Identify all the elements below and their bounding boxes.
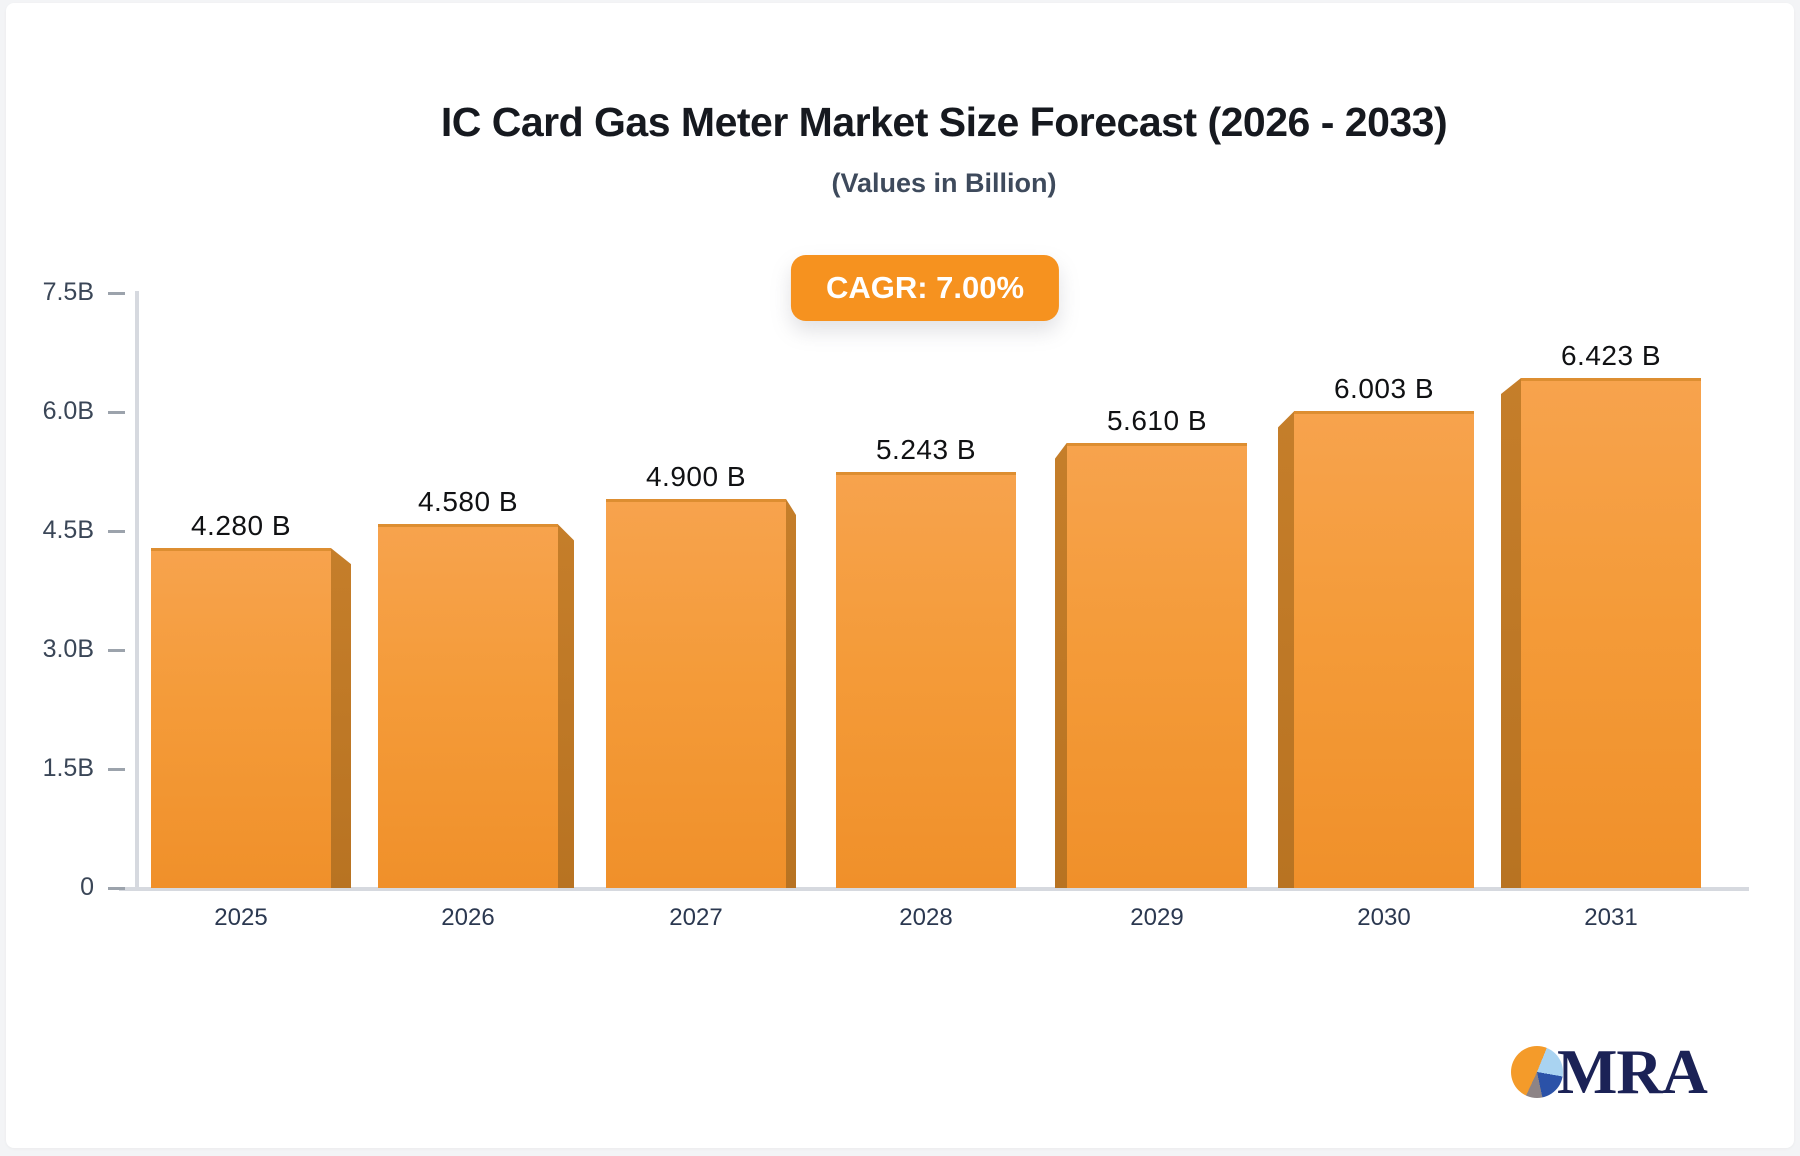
y-tick-mark [108,767,125,771]
bar-face [836,471,1016,888]
x-axis-label: 2025 [214,904,268,931]
x-axis-label: 2030 [1357,904,1411,931]
bar-side [558,524,574,888]
bar-face [1521,378,1701,888]
bar-2030 [1278,411,1474,888]
bar-2029 [1055,442,1247,888]
bar-side [1278,411,1294,888]
x-axis-line [119,887,1749,891]
logo: MRA [1511,1036,1708,1107]
bar-face [378,524,558,888]
bar-value-label: 4.900 B [645,460,747,492]
x-axis-label: 2028 [899,904,953,931]
bar-side [1501,378,1521,888]
cagr-badge: CAGR: 7.00% [790,255,1060,321]
logo-text: MRA [1557,1036,1708,1107]
plot-area: 7.5B 6.0B 4.5B 3.0B 1.5B 0 4.280 B 4.580 B 4.90… [6,3,1794,1148]
y-tick-label: 0 [80,873,94,901]
bar-value-label: 5.610 B [1106,404,1208,436]
x-axis-label: 2029 [1130,904,1184,931]
y-tick-mark [108,648,125,652]
bar-2026 [378,524,574,888]
y-tick-label: 6.0B [42,396,94,425]
y-tick-label: 3.0B [42,634,94,663]
bar-face [151,548,331,888]
bar-face [1067,442,1247,888]
bar-2027 [606,498,796,888]
bar-value-label: 6.423 B [1560,340,1662,371]
bar-side [331,548,351,888]
y-tick-mark [108,291,125,295]
bar-value-label: 6.003 B [1333,373,1435,405]
chart-header: IC Card Gas Meter Market Size Forecast (… [139,99,1749,199]
pie-chart-logo-icon [1511,1046,1563,1098]
bar-2031 [1501,378,1701,888]
x-axis-label: 2031 [1584,904,1638,931]
bar-value-label: 4.580 B [417,486,519,518]
chart-title: IC Card Gas Meter Market Size Forecast (… [440,99,1448,145]
chart-subtitle: (Values in Billion) [831,168,1057,199]
bar-face [1294,411,1474,888]
x-axis-label: 2026 [441,904,495,931]
bar-side [786,498,796,888]
bar-value-label: 4.280 B [190,510,292,542]
y-tick-label: 7.5B [42,277,94,306]
y-tick-mark [108,887,125,890]
y-tick-mark [108,529,125,533]
x-axis-label: 2027 [669,904,723,931]
chart-card: IC Card Gas Meter Market Size Forecast (… [6,3,1794,1148]
y-tick-mark [108,410,125,414]
bar-side [1055,442,1067,888]
bar-2028 [836,471,1016,888]
y-axis-line [135,291,139,888]
bar-face [606,498,786,888]
y-tick-label: 1.5B [42,753,94,782]
y-tick-label: 4.5B [42,515,94,544]
bar-value-label: 5.243 B [875,433,977,465]
bar-2025 [151,548,351,888]
